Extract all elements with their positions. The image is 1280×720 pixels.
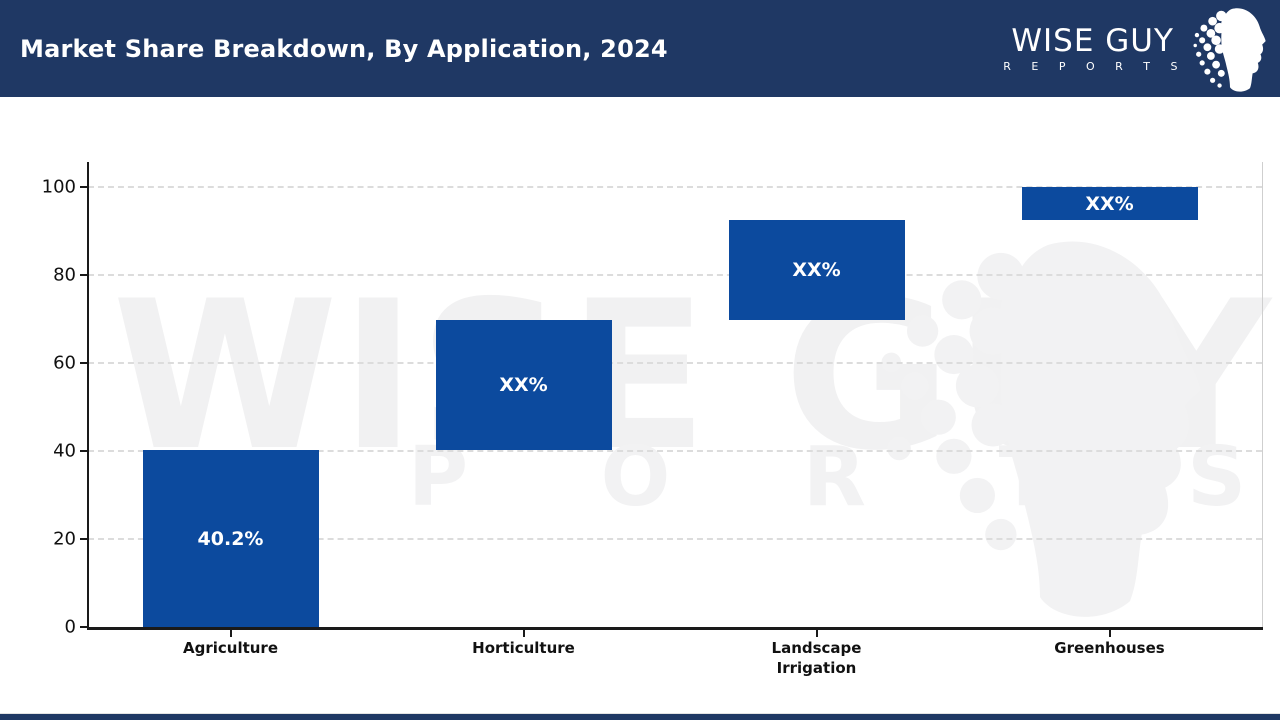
y-tick-100 bbox=[80, 186, 88, 188]
logo-subtitle: R E P O R T S bbox=[1003, 59, 1186, 73]
x-tick-1 bbox=[522, 629, 525, 637]
bar-value-label: 40.2% bbox=[197, 527, 264, 550]
footer-bar bbox=[0, 713, 1280, 720]
bar-horticulture bbox=[435, 319, 612, 451]
wiseguy-face-icon bbox=[1193, 7, 1266, 92]
gridline-80 bbox=[88, 274, 1262, 276]
right-border-line bbox=[1262, 162, 1263, 627]
y-tick-label-40: 40 bbox=[53, 440, 76, 462]
bar-agriculture bbox=[142, 450, 319, 627]
x-category-label: Greenhouses bbox=[1054, 639, 1165, 657]
y-tick-label-60: 60 bbox=[53, 352, 76, 374]
bar-greenhouses bbox=[1021, 187, 1198, 220]
y-tick-label-0: 0 bbox=[64, 616, 76, 638]
bar-value-label: XX% bbox=[499, 374, 548, 396]
logo-name: WISE GUY bbox=[1011, 22, 1174, 59]
gridline-20 bbox=[88, 538, 1262, 540]
gridline-40 bbox=[88, 450, 1262, 452]
x-tick-0 bbox=[229, 629, 232, 637]
bar-value-label: XX% bbox=[1085, 192, 1134, 215]
gridline-60 bbox=[88, 362, 1262, 364]
x-tick-2 bbox=[815, 629, 818, 637]
y-tick-0 bbox=[80, 626, 88, 628]
y-tick-label-80: 80 bbox=[53, 264, 76, 286]
x-category-label: Landscape Irrigation bbox=[771, 639, 862, 678]
page-title: Market Share Breakdown, By Application, … bbox=[20, 34, 668, 63]
y-tick-20 bbox=[80, 538, 88, 540]
x-category-label: Horticulture bbox=[472, 639, 575, 657]
y-tick-label-20: 20 bbox=[53, 528, 76, 550]
x-axis-line bbox=[87, 627, 1263, 630]
y-tick-label-100: 100 bbox=[41, 176, 76, 198]
logo: WISE GUY R E P O R T S bbox=[999, 0, 1270, 97]
header: Market Share Breakdown, By Application, … bbox=[0, 0, 1280, 97]
y-tick-80 bbox=[80, 274, 88, 276]
gridline-100 bbox=[88, 186, 1262, 188]
y-tick-40 bbox=[80, 450, 88, 452]
x-tick-3 bbox=[1108, 629, 1111, 637]
bar-value-label: XX% bbox=[792, 258, 841, 281]
logo-wordmark: WISE GUY R E P O R T S bbox=[999, 22, 1186, 73]
x-category-label: Agriculture bbox=[182, 639, 279, 657]
bar-landscape-irrigation bbox=[728, 220, 905, 320]
y-axis-line bbox=[87, 162, 89, 629]
y-tick-60 bbox=[80, 362, 88, 364]
